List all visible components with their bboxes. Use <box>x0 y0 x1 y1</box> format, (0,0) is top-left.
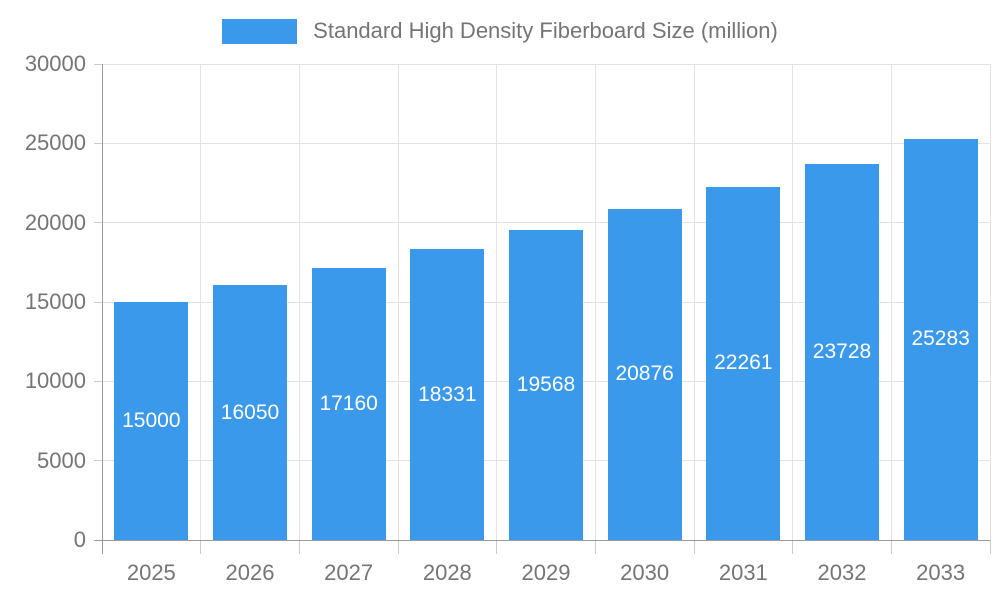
y-axis-line <box>102 64 103 554</box>
y-axis-label: 30000 <box>24 51 86 76</box>
bar-value-label: 17160 <box>319 391 378 415</box>
bar[interactable] <box>706 186 781 540</box>
y-axis-label: 15000 <box>24 289 86 314</box>
y-axis-tick <box>94 380 102 382</box>
bar[interactable] <box>509 229 583 540</box>
y-axis-label: 25000 <box>24 130 86 156</box>
bar[interactable] <box>410 249 485 540</box>
gridline-horizontal <box>102 222 990 224</box>
bar-value-label: 23728 <box>812 339 872 363</box>
gridline-vertical <box>397 64 399 540</box>
bar-value-label: 16050 <box>220 400 280 424</box>
gridline-horizontal <box>102 142 990 144</box>
y-axis-tick <box>94 63 102 65</box>
x-axis-tick <box>496 540 498 554</box>
y-axis-tick <box>94 301 102 303</box>
x-axis-label: 2026 <box>225 560 275 585</box>
x-axis-label: 2028 <box>422 560 472 585</box>
x-axis-label: 2030 <box>620 560 670 585</box>
y-axis-label: 20000 <box>24 209 86 235</box>
legend-item[interactable]: Standard High Density Fiberboard Size (m… <box>0 16 1000 46</box>
y-axis-tick <box>94 222 102 224</box>
x-axis-label: 2032 <box>817 560 867 585</box>
bar-value-label: 15000 <box>122 409 181 432</box>
x-axis-label: 2027 <box>324 560 374 585</box>
bar[interactable] <box>213 285 287 540</box>
y-axis-label: 0 <box>73 527 86 552</box>
gridline-vertical <box>594 64 596 540</box>
legend-swatch <box>222 18 298 44</box>
x-axis-tick <box>792 540 794 554</box>
y-axis-label: 5000 <box>37 447 86 473</box>
x-axis-line <box>94 540 990 541</box>
x-axis-tick <box>298 540 300 554</box>
bar[interactable] <box>903 138 978 540</box>
legend-label: Standard High Density Fiberboard Size (m… <box>313 18 778 43</box>
gridline-vertical <box>496 64 498 540</box>
bar[interactable] <box>607 208 682 540</box>
y-axis-label: 10000 <box>24 368 86 394</box>
gridline-horizontal <box>102 63 990 65</box>
bar[interactable] <box>114 302 189 540</box>
bar-value-label: 22261 <box>714 351 773 375</box>
x-axis-label: 2031 <box>718 560 768 585</box>
gridline-vertical <box>890 64 892 540</box>
gridline-vertical <box>298 64 300 540</box>
bar[interactable] <box>805 163 879 540</box>
x-axis-tick <box>890 540 892 554</box>
bar-value-label: 19568 <box>516 372 576 396</box>
gridline-vertical <box>792 64 794 540</box>
x-axis-tick <box>989 540 991 554</box>
bar-value-label: 25283 <box>911 327 970 351</box>
x-axis-tick <box>397 540 399 554</box>
x-axis-tick <box>693 540 695 554</box>
bar[interactable] <box>311 267 386 540</box>
gridline-vertical <box>693 64 695 540</box>
x-axis-tick <box>200 540 202 554</box>
x-axis-label: 2025 <box>126 560 176 585</box>
bar-value-label: 20876 <box>615 362 674 386</box>
x-axis-label: 2033 <box>916 560 966 585</box>
gridline-vertical <box>989 64 991 540</box>
x-axis-tick <box>594 540 596 554</box>
y-axis-tick <box>94 142 102 144</box>
gridline-vertical <box>200 64 202 540</box>
y-axis-tick <box>94 460 102 462</box>
x-axis-label: 2029 <box>521 560 571 585</box>
bar-value-label: 18331 <box>418 382 477 406</box>
